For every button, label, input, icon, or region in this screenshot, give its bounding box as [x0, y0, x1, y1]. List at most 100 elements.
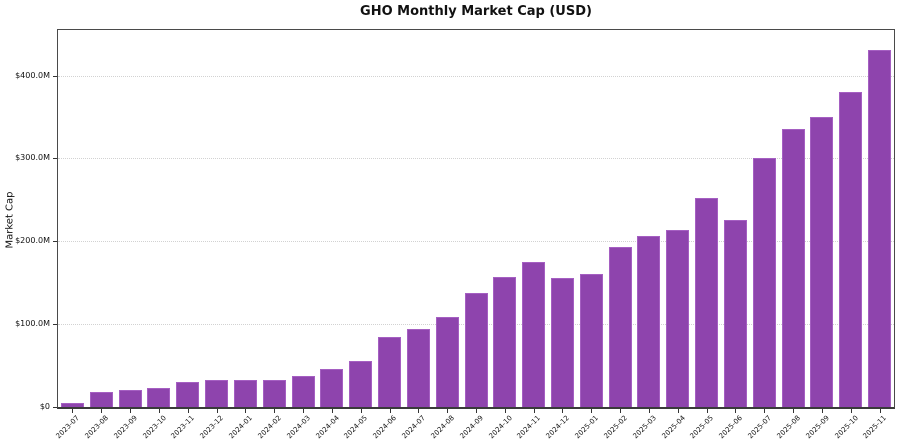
x-tick-label-text: 2023-10: [141, 414, 168, 441]
bar-2024-10: [493, 277, 517, 407]
y-tick-mark: [53, 75, 57, 77]
y-tick-label: $300.0M: [15, 153, 50, 163]
x-tick-label-text: 2023-09: [112, 414, 139, 441]
y-tick-label: $400.0M: [15, 70, 50, 80]
x-tick-mark: [764, 409, 766, 413]
bar-2024-02: [262, 380, 286, 407]
x-tick-label-text: 2024-07: [400, 414, 428, 441]
x-tick-mark: [793, 409, 795, 413]
x-tick-mark: [850, 409, 852, 413]
x-tick-mark: [72, 409, 74, 413]
x-tick-label-text: 2025-02: [602, 414, 629, 441]
x-tick-mark: [620, 409, 622, 413]
x-tick-mark: [101, 409, 103, 413]
bar-2023-08: [89, 392, 113, 407]
x-tick-mark: [706, 409, 708, 413]
y-tick-mark: [53, 241, 57, 243]
x-tick-label-text: 2024-09: [458, 414, 485, 441]
x-tick-label-text: 2025-03: [631, 414, 658, 441]
bar-2025-01: [579, 274, 603, 407]
x-tick-mark: [476, 409, 477, 413]
x-tick-label-text: 2023-12: [198, 414, 226, 441]
bar-2023-12: [205, 380, 229, 407]
bar-2024-11: [522, 262, 546, 407]
x-tick-mark: [504, 409, 506, 413]
x-tick-mark: [562, 409, 564, 413]
x-tick-mark: [821, 409, 823, 413]
x-tick-mark: [447, 409, 449, 413]
bar-2025-10: [839, 92, 863, 407]
x-tick-mark: [130, 409, 132, 413]
x-tick-mark: [303, 409, 305, 413]
x-tick-mark: [677, 409, 679, 413]
x-tick-mark: [418, 409, 420, 413]
x-tick-mark: [158, 409, 160, 413]
bar-2024-09: [464, 293, 488, 407]
gridline: [58, 241, 894, 243]
bar-2023-10: [147, 388, 171, 407]
x-tick-label-text: 2024-11: [515, 414, 543, 441]
x-tick-mark: [274, 409, 276, 413]
y-tick-label: $0: [39, 402, 50, 411]
bar-2024-12: [550, 278, 574, 407]
gridline: [58, 75, 894, 77]
bar-2024-03: [291, 376, 315, 407]
plot-area: [57, 29, 895, 409]
bar-2023-09: [118, 390, 142, 407]
x-tick-mark: [735, 409, 737, 413]
bar-2025-03: [637, 236, 661, 407]
x-tick-label-text: 2025-05: [688, 414, 716, 441]
x-tick-label-text: 2023-07: [54, 414, 82, 441]
bar-2025-09: [810, 117, 834, 407]
x-tick-label-text: 2024-02: [256, 414, 283, 441]
x-tick-label-text: 2024-12: [544, 414, 572, 441]
x-tick-label-text: 2025-08: [775, 414, 802, 441]
x-tick-mark: [245, 409, 247, 413]
y-tick-label: $100.0M: [15, 319, 50, 329]
bar-2025-02: [608, 247, 632, 407]
x-tick-mark: [389, 409, 391, 413]
x-tick-label-text: 2024-08: [429, 414, 456, 441]
x-tick-label-text: 2023-08: [83, 414, 110, 441]
chart-title: GHO Monthly Market Cap (USD): [360, 4, 592, 19]
bar-2025-04: [666, 230, 690, 407]
bar-2025-11: [868, 50, 892, 407]
x-tick-mark: [591, 409, 593, 413]
bar-2025-05: [695, 198, 719, 407]
y-tick-mark: [53, 324, 57, 326]
x-tick-label-text: 2024-03: [285, 414, 312, 441]
x-tick-label-text: 2024-04: [314, 414, 341, 441]
x-tick-label-text: 2025-07: [746, 414, 773, 441]
gridline: [58, 158, 894, 160]
x-tick-mark: [533, 409, 535, 413]
x-tick-label-text: 2025-01: [573, 414, 600, 441]
x-tick-label-text: 2024-06: [371, 414, 399, 441]
bar-2024-05: [349, 361, 373, 407]
x-tick-mark: [648, 409, 650, 413]
bar-2023-11: [176, 382, 200, 407]
y-tick-mark: [53, 407, 57, 408]
bar-2024-07: [406, 329, 430, 407]
bar-2024-01: [233, 380, 257, 407]
bar-2024-06: [378, 337, 402, 407]
x-tick-mark: [187, 409, 189, 413]
y-tick-label: $200.0M: [15, 236, 50, 246]
x-tick-label-text: 2024-05: [343, 414, 370, 441]
bar-2025-08: [781, 129, 805, 407]
x-tick-mark: [879, 409, 881, 413]
x-tick-label-text: 2025-04: [660, 414, 687, 441]
bar-2024-08: [435, 317, 459, 407]
bar-2023-07: [60, 403, 84, 407]
x-tick-label-text: 2025-09: [804, 414, 831, 441]
x-tick-label-text: 2024-10: [487, 414, 514, 441]
x-tick-mark: [216, 409, 218, 413]
bar-2025-07: [752, 158, 776, 407]
x-tick-mark: [331, 409, 333, 413]
bar-2025-06: [723, 220, 747, 407]
y-tick-mark: [53, 158, 57, 160]
x-tick-mark: [360, 409, 362, 413]
x-tick-label-text: 2025-10: [833, 414, 860, 441]
x-tick-label-text: 2025-11: [861, 414, 889, 441]
x-tick-label-text: 2024-01: [227, 414, 255, 441]
